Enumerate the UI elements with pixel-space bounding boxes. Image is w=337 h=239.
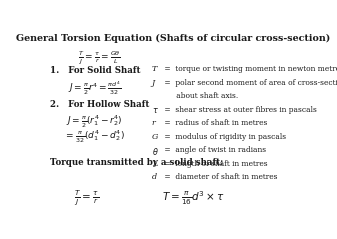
Text: L: L xyxy=(152,159,157,168)
Text: T: T xyxy=(152,65,157,73)
Text: $\theta$: $\theta$ xyxy=(152,146,159,157)
Text: =  torque or twisting moment in newton metres: = torque or twisting moment in newton me… xyxy=(162,65,337,73)
Text: =  diameter of shaft in metres: = diameter of shaft in metres xyxy=(162,173,278,181)
Text: =  polar second moment of area of cross-section: = polar second moment of area of cross-s… xyxy=(162,79,337,87)
Text: =  radius of shaft in metres: = radius of shaft in metres xyxy=(162,119,268,127)
Text: =  shear stress at outer fibres in pascals: = shear stress at outer fibres in pascal… xyxy=(162,106,317,114)
Text: $J = \frac{\pi}{2}(r_1^4 - r_2^4)$: $J = \frac{\pi}{2}(r_1^4 - r_2^4)$ xyxy=(66,113,123,130)
Text: $= \frac{\pi}{32}(d_1^4 - d_2^4)$: $= \frac{\pi}{32}(d_1^4 - d_2^4)$ xyxy=(64,129,125,146)
Text: 1.   For Solid Shaft: 1. For Solid Shaft xyxy=(50,66,141,76)
Text: d: d xyxy=(152,173,157,181)
Text: about shaft axis.: about shaft axis. xyxy=(162,92,239,100)
Text: =  modulus of rigidity in pascals: = modulus of rigidity in pascals xyxy=(162,133,286,141)
Text: G: G xyxy=(152,133,158,141)
Text: $\frac{T}{J} = \frac{\tau}{r} = \frac{G\theta}{L}$: $\frac{T}{J} = \frac{\tau}{r} = \frac{G\… xyxy=(78,50,121,67)
Text: r: r xyxy=(152,119,156,127)
Text: =  angle of twist in radians: = angle of twist in radians xyxy=(162,146,266,154)
Text: =  length of shaft in metres: = length of shaft in metres xyxy=(162,159,268,168)
Text: $T = \frac{\pi}{16}d^3 \times \tau$: $T = \frac{\pi}{16}d^3 \times \tau$ xyxy=(162,189,225,207)
Text: $\frac{T}{J} = \frac{\tau}{r}$: $\frac{T}{J} = \frac{\tau}{r}$ xyxy=(74,189,99,208)
Text: Torque transmitted by a solid shaft:: Torque transmitted by a solid shaft: xyxy=(50,158,223,168)
Text: J: J xyxy=(152,79,155,87)
Text: General Torsion Equation (Shafts of circular cross-section): General Torsion Equation (Shafts of circ… xyxy=(16,34,330,43)
Text: $\tau$: $\tau$ xyxy=(152,106,159,115)
Text: 2.   For Hollow Shaft: 2. For Hollow Shaft xyxy=(50,99,149,109)
Text: $J = \frac{\pi}{2}r^4 = \frac{\pi d^4}{32}$: $J = \frac{\pi}{2}r^4 = \frac{\pi d^4}{3… xyxy=(68,79,121,97)
